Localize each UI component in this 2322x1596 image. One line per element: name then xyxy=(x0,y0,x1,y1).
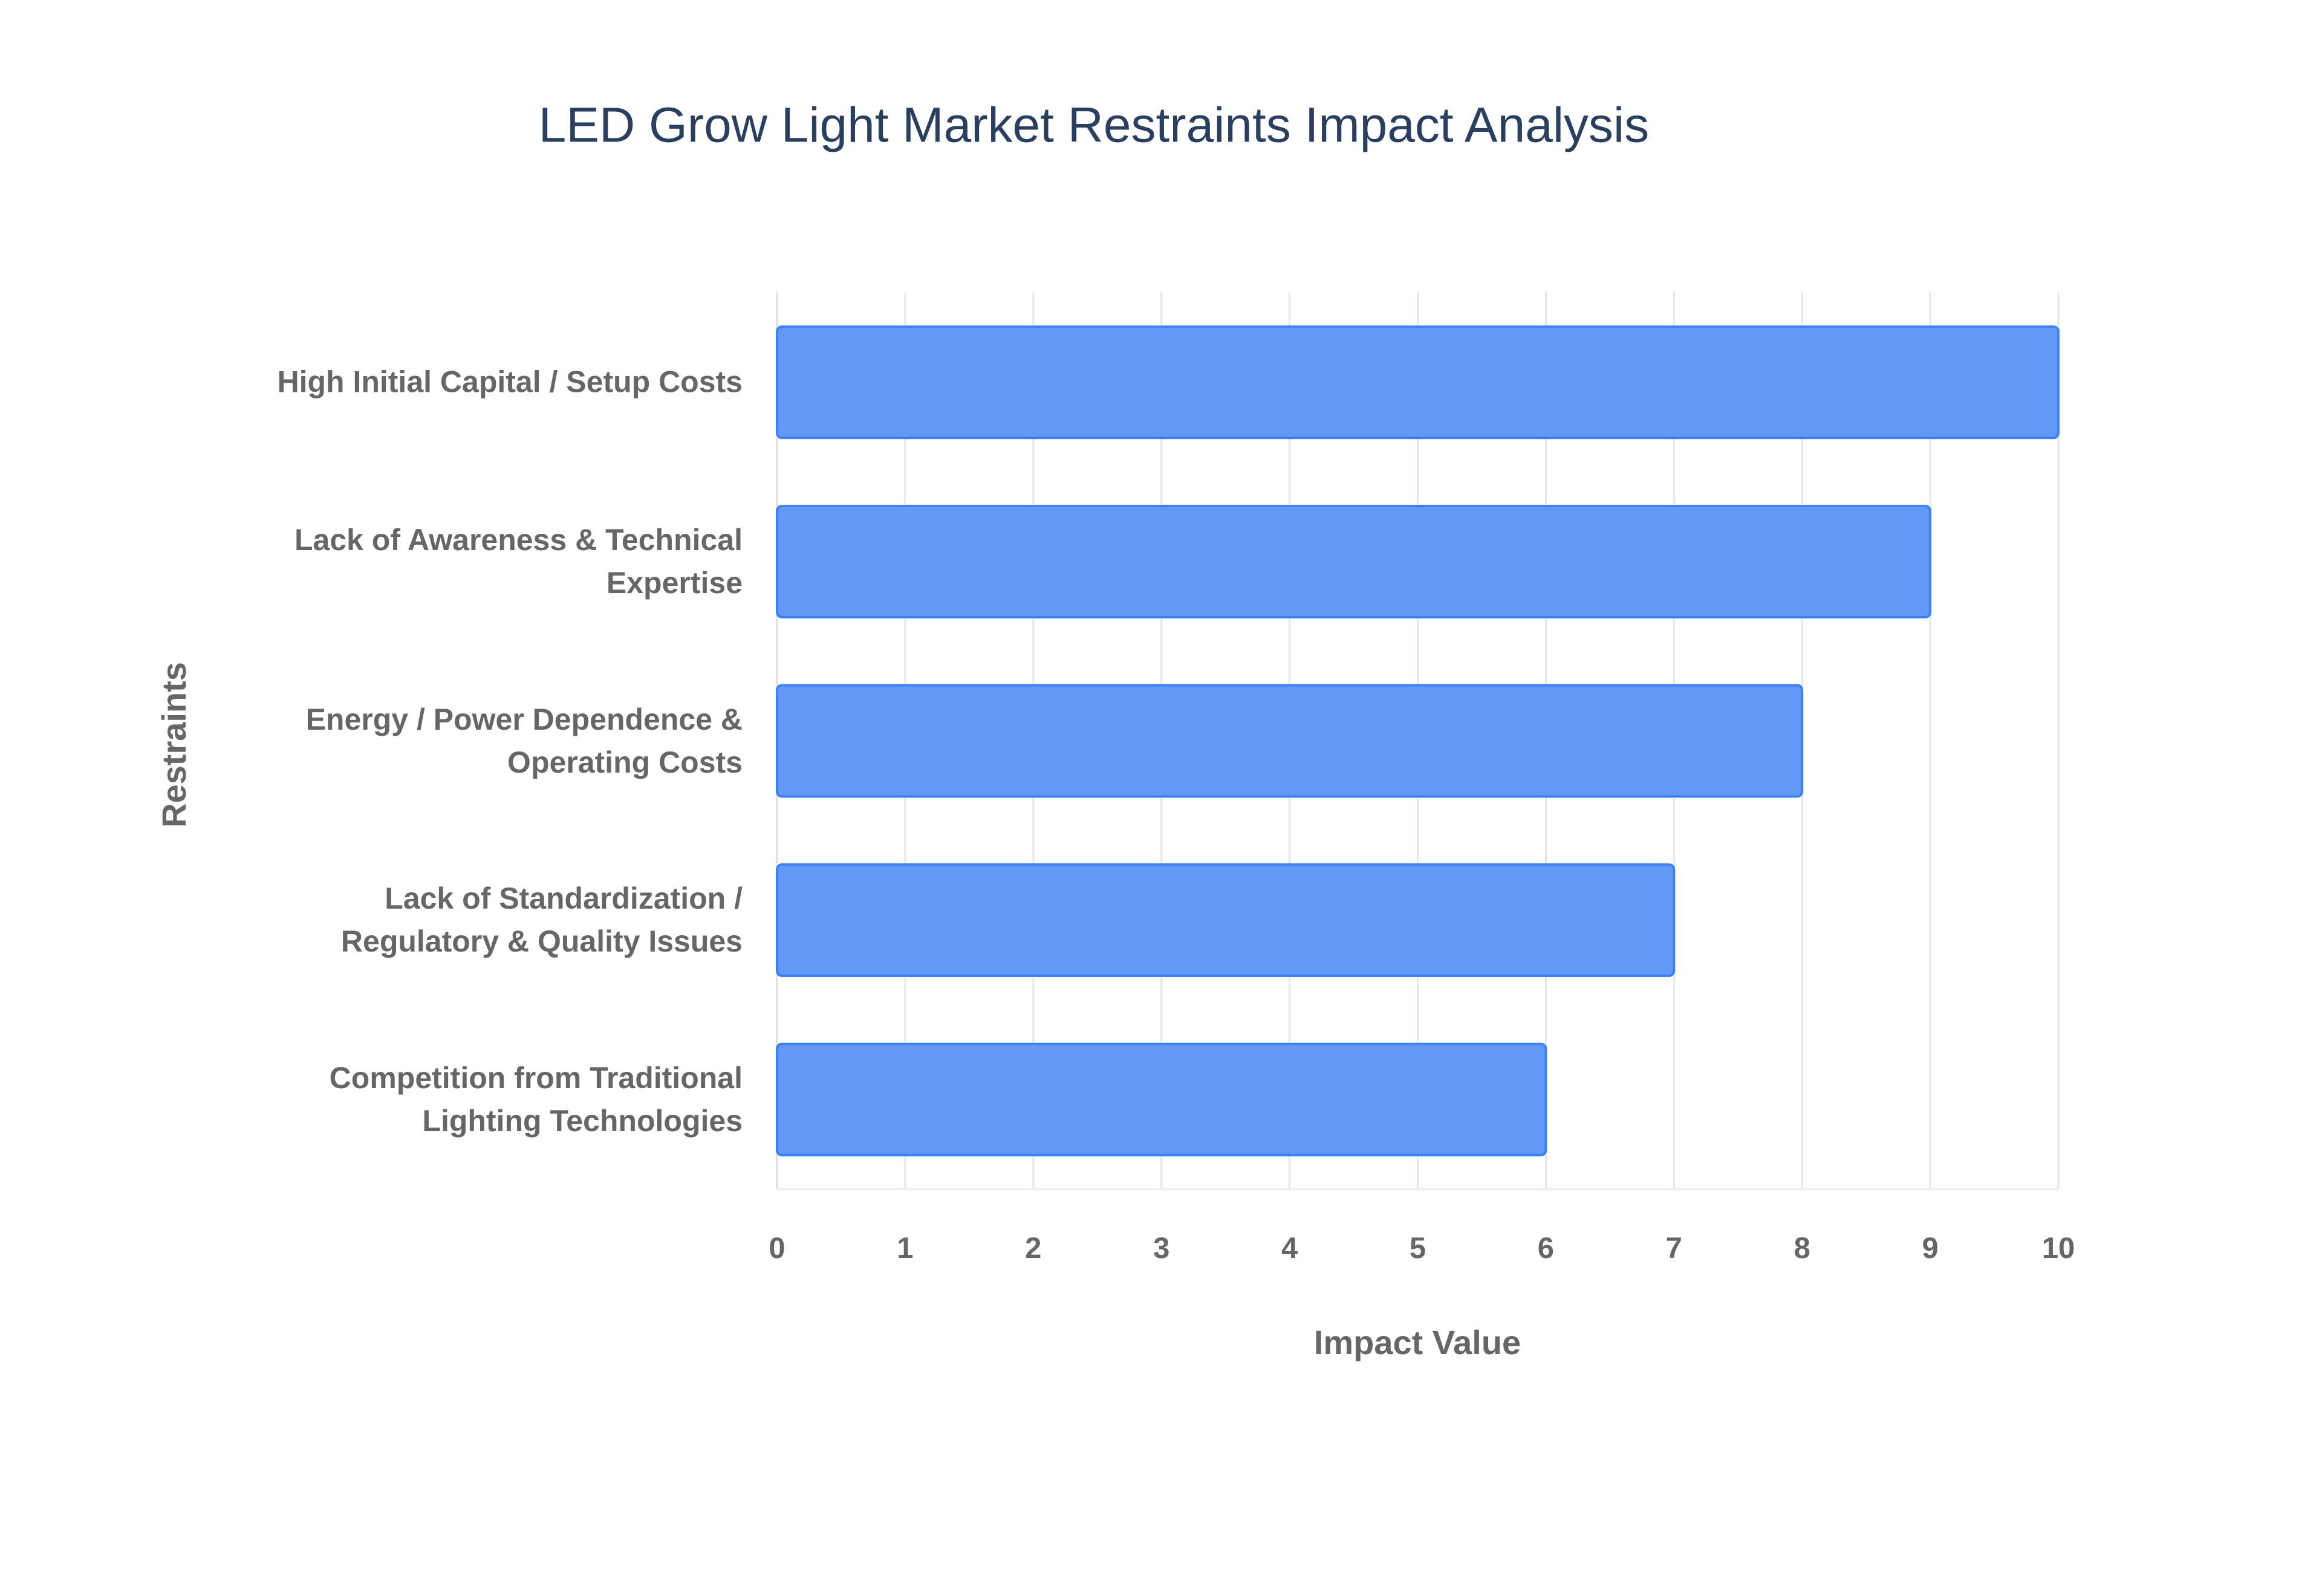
x-tick-label: 5 xyxy=(1410,1232,1426,1265)
x-tick-label: 4 xyxy=(1281,1232,1298,1265)
bar xyxy=(776,684,1804,798)
bar xyxy=(776,504,1932,618)
y-tick-label: Energy / Power Dependence & Operating Co… xyxy=(305,702,743,779)
x-tick-label: 8 xyxy=(1794,1232,1810,1265)
x-tick-label: 10 xyxy=(2042,1232,2075,1265)
x-tick-label: 2 xyxy=(1025,1232,1041,1265)
y-tick-label: Lack of Standardization / Regulatory & Q… xyxy=(340,881,743,959)
x-tick-label: 7 xyxy=(1666,1232,1682,1265)
x-tick-label: 0 xyxy=(769,1232,785,1265)
x-tick-label: 6 xyxy=(1538,1232,1554,1265)
x-tick-label: 3 xyxy=(1153,1232,1169,1265)
bar xyxy=(776,1042,1547,1156)
x-axis-title: Impact Value xyxy=(1314,1323,1521,1361)
y-tick-label: Lack of Awareness & Technical Expertise xyxy=(294,522,743,600)
y-tick-label: High Initial Capital / Setup Costs xyxy=(277,365,743,399)
bar xyxy=(776,863,1676,978)
chart-title: LED Grow Light Market Restraints Impact … xyxy=(539,98,1650,153)
x-tick-label: 9 xyxy=(1922,1232,1938,1265)
y-tick-label: Competition from Traditional Lighting Te… xyxy=(329,1060,743,1138)
bar xyxy=(776,325,2060,440)
y-axis-title: Restraints xyxy=(155,662,193,828)
x-tick-label: 1 xyxy=(897,1232,913,1265)
